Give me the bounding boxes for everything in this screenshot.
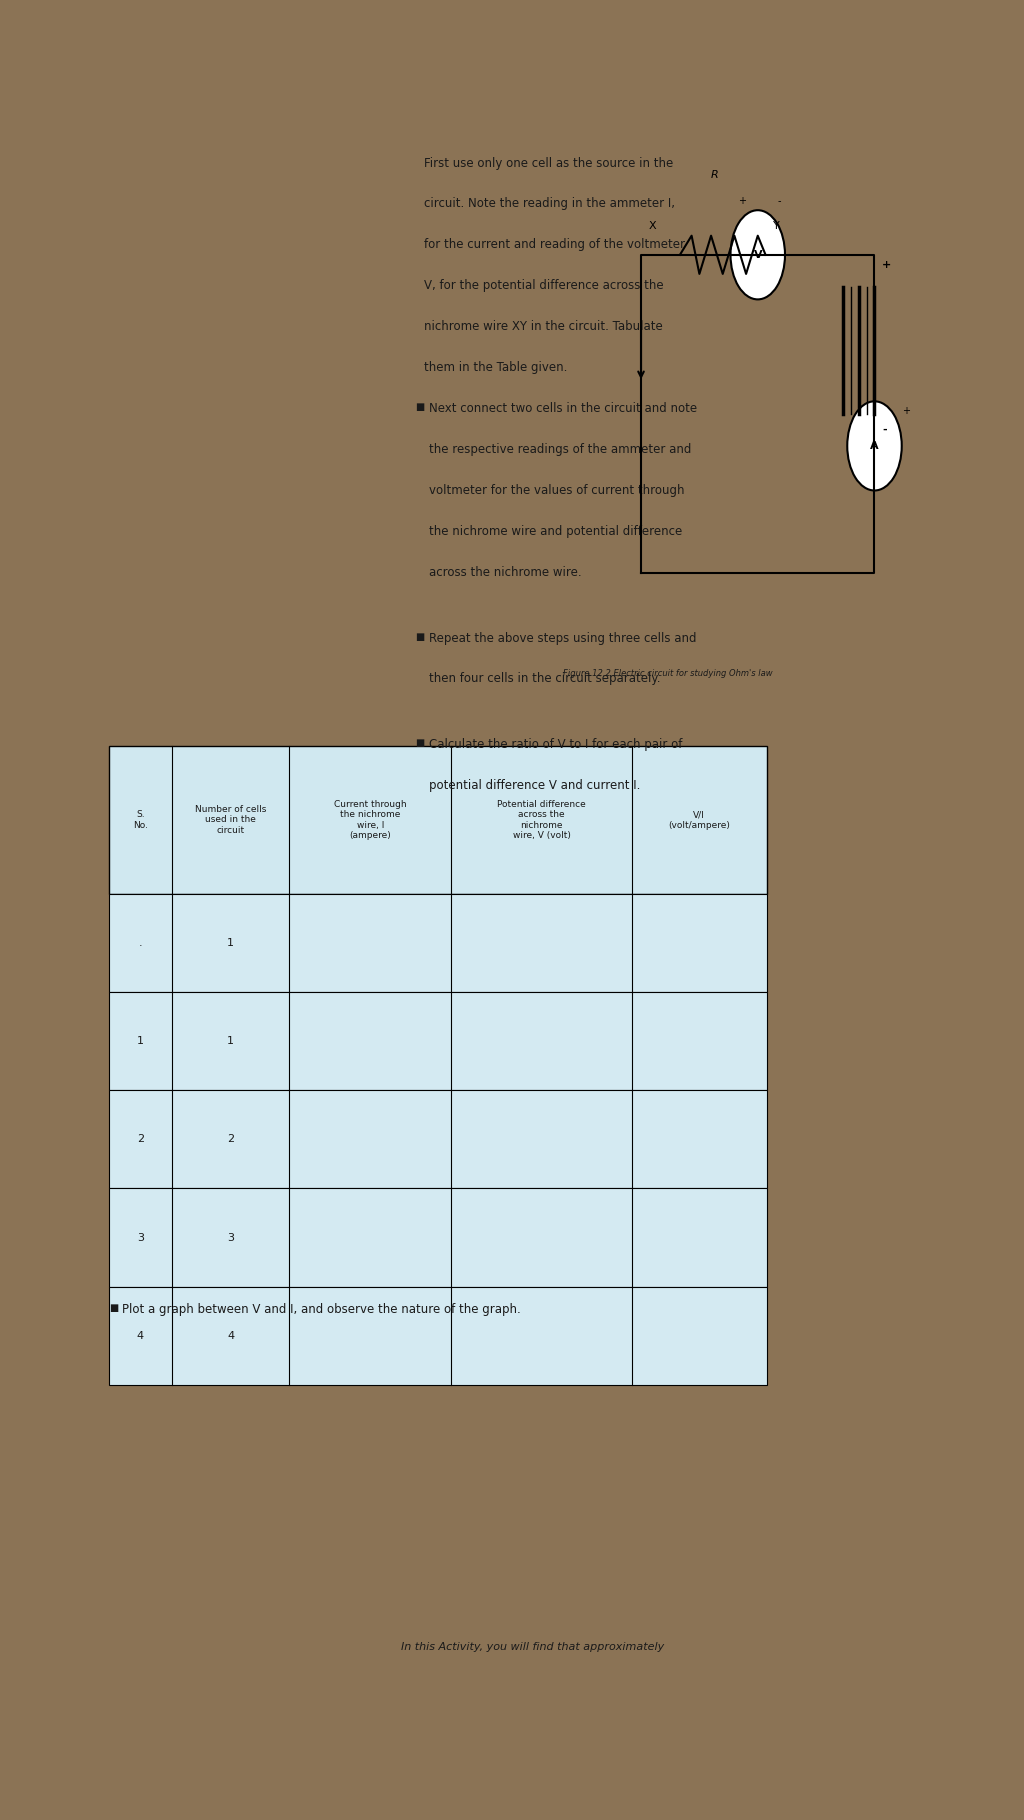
Text: Y: Y [773,222,780,231]
Text: nichrome wire XY in the circuit. Tabulate: nichrome wire XY in the circuit. Tabulat… [424,320,664,333]
Bar [109,992,767,1090]
Text: then four cells in the circuit separately.: then four cells in the circuit separatel… [429,672,660,686]
Text: 1: 1 [137,1036,144,1046]
Text: circuit. Note the reading in the ammeter I,: circuit. Note the reading in the ammeter… [424,197,676,211]
Text: the nichrome wire and potential difference: the nichrome wire and potential differen… [429,524,682,539]
Text: +: + [883,260,892,269]
Text: Potential difference
across the
nichrome
wire, V (volt): Potential difference across the nichrome… [497,799,586,841]
Text: In this Activity, you will find that approximately: In this Activity, you will find that app… [400,1642,665,1653]
Text: them in the Table given.: them in the Table given. [424,360,567,375]
Bar [109,894,767,992]
Text: -: - [777,197,780,206]
Text: V/I
(volt/ampere): V/I (volt/ampere) [669,810,730,830]
Text: 2: 2 [137,1134,144,1145]
Bar [109,1188,767,1287]
Text: Plot a graph between V and I, and observe the nature of the graph.: Plot a graph between V and I, and observ… [123,1303,521,1316]
Text: 3: 3 [137,1232,144,1243]
Text: +: + [738,197,746,206]
Text: .: . [138,937,142,948]
Text: 1: 1 [227,937,234,948]
Text: ■: ■ [416,632,425,641]
Text: Next connect two cells in the circuit and note: Next connect two cells in the circuit an… [429,402,697,415]
Circle shape [730,211,785,298]
Text: R: R [711,171,719,180]
Text: voltmeter for the values of current through: voltmeter for the values of current thro… [429,484,684,497]
Text: ■: ■ [416,737,425,748]
Text: 1: 1 [227,1036,234,1046]
Bar [109,1090,767,1188]
Text: Repeat the above steps using three cells and: Repeat the above steps using three cells… [429,632,696,644]
Circle shape [847,400,902,490]
Text: potential difference V and current I.: potential difference V and current I. [429,779,640,792]
Text: Calculate the ratio of V to I for each pair of: Calculate the ratio of V to I for each p… [429,737,682,752]
Text: 2: 2 [227,1134,234,1145]
Text: V, for the potential difference across the: V, for the potential difference across t… [424,278,664,293]
Text: Number of cells
used in the
circuit: Number of cells used in the circuit [195,804,266,835]
Text: A: A [870,440,879,451]
Text: +: + [902,406,909,417]
Text: ■: ■ [416,402,425,411]
Bar [109,746,767,894]
Text: for the current and reading of the voltmeter: for the current and reading of the voltm… [424,238,685,251]
Text: ■: ■ [109,1303,118,1312]
Text: Figure 12.2 Electric circuit for studying Ohm's law: Figure 12.2 Electric circuit for studyin… [563,668,773,677]
Text: the respective readings of the ammeter and: the respective readings of the ammeter a… [429,442,691,457]
Text: -: - [883,426,887,435]
Text: 4: 4 [137,1330,144,1341]
Text: Current through
the nichrome
wire, I
(ampere): Current through the nichrome wire, I (am… [334,799,407,841]
Text: across the nichrome wire.: across the nichrome wire. [429,566,582,579]
Bar [109,1287,767,1385]
Text: V: V [754,249,762,260]
Text: S.
No.: S. No. [133,810,148,830]
Text: X: X [649,222,656,231]
Text: 4: 4 [227,1330,234,1341]
Text: 3: 3 [227,1232,234,1243]
Text: First use only one cell as the source in the: First use only one cell as the source in… [424,157,674,169]
